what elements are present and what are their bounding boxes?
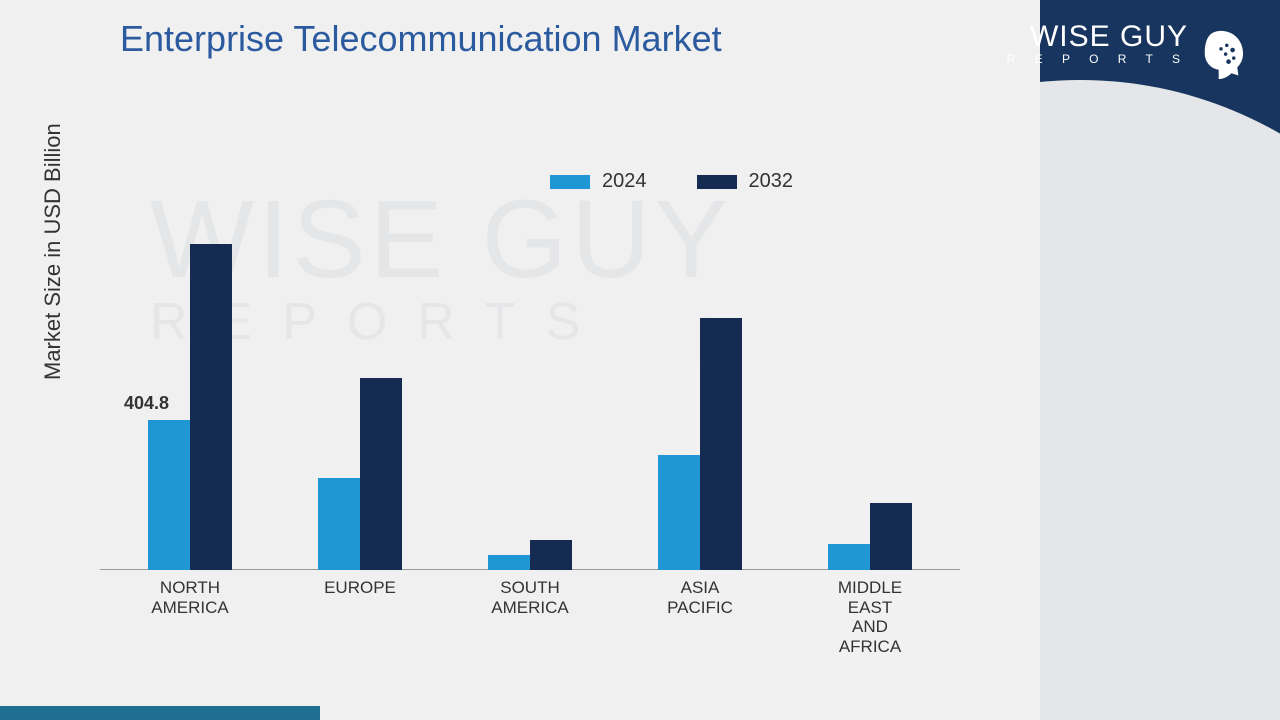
category-label: NORTHAMERICA [130, 578, 250, 617]
bottom-accent-strip [0, 706, 320, 720]
category-label: MIDDLEEASTANDAFRICA [810, 578, 930, 656]
bar-group: 404.8 [130, 244, 250, 570]
category-label: EUROPE [300, 578, 420, 598]
bar-group [640, 318, 760, 570]
legend-label-2024: 2024 [602, 170, 647, 193]
bar-group [810, 503, 930, 570]
bar [828, 544, 870, 570]
plot-area: 404.8 [100, 200, 960, 570]
brand-sub: R E P O R T S [1007, 52, 1188, 66]
bar [870, 503, 912, 570]
bar [318, 478, 360, 571]
bar [360, 378, 402, 570]
category-label: ASIAPACIFIC [640, 578, 760, 617]
brand-logo: WISE GUY R E P O R T S [1007, 20, 1250, 66]
bar [530, 540, 572, 570]
legend-swatch-2024 [550, 175, 590, 189]
legend-swatch-2032 [697, 175, 737, 189]
y-axis-label: Market Size in USD Billion [40, 123, 66, 380]
brand-main: WISE GUY [1007, 20, 1188, 54]
bar [488, 555, 530, 570]
legend-item-2032: 2032 [697, 170, 794, 193]
bar [658, 455, 700, 570]
bar-group [470, 540, 590, 570]
legend-item-2024: 2024 [550, 170, 647, 193]
bar-group [300, 378, 420, 570]
bar-value-label: 404.8 [124, 393, 169, 414]
bar [190, 244, 232, 570]
legend-label-2032: 2032 [749, 170, 794, 193]
legend: 2024 2032 [550, 170, 793, 193]
chart-title: Enterprise Telecommunication Market [120, 18, 722, 60]
chart-stage: WISE GUY R E P O R T S WISE GUY REPORTS … [0, 0, 1280, 720]
category-label: SOUTHAMERICA [470, 578, 590, 617]
bar [148, 420, 190, 570]
logo-head-icon [1192, 28, 1250, 86]
bar [700, 318, 742, 570]
